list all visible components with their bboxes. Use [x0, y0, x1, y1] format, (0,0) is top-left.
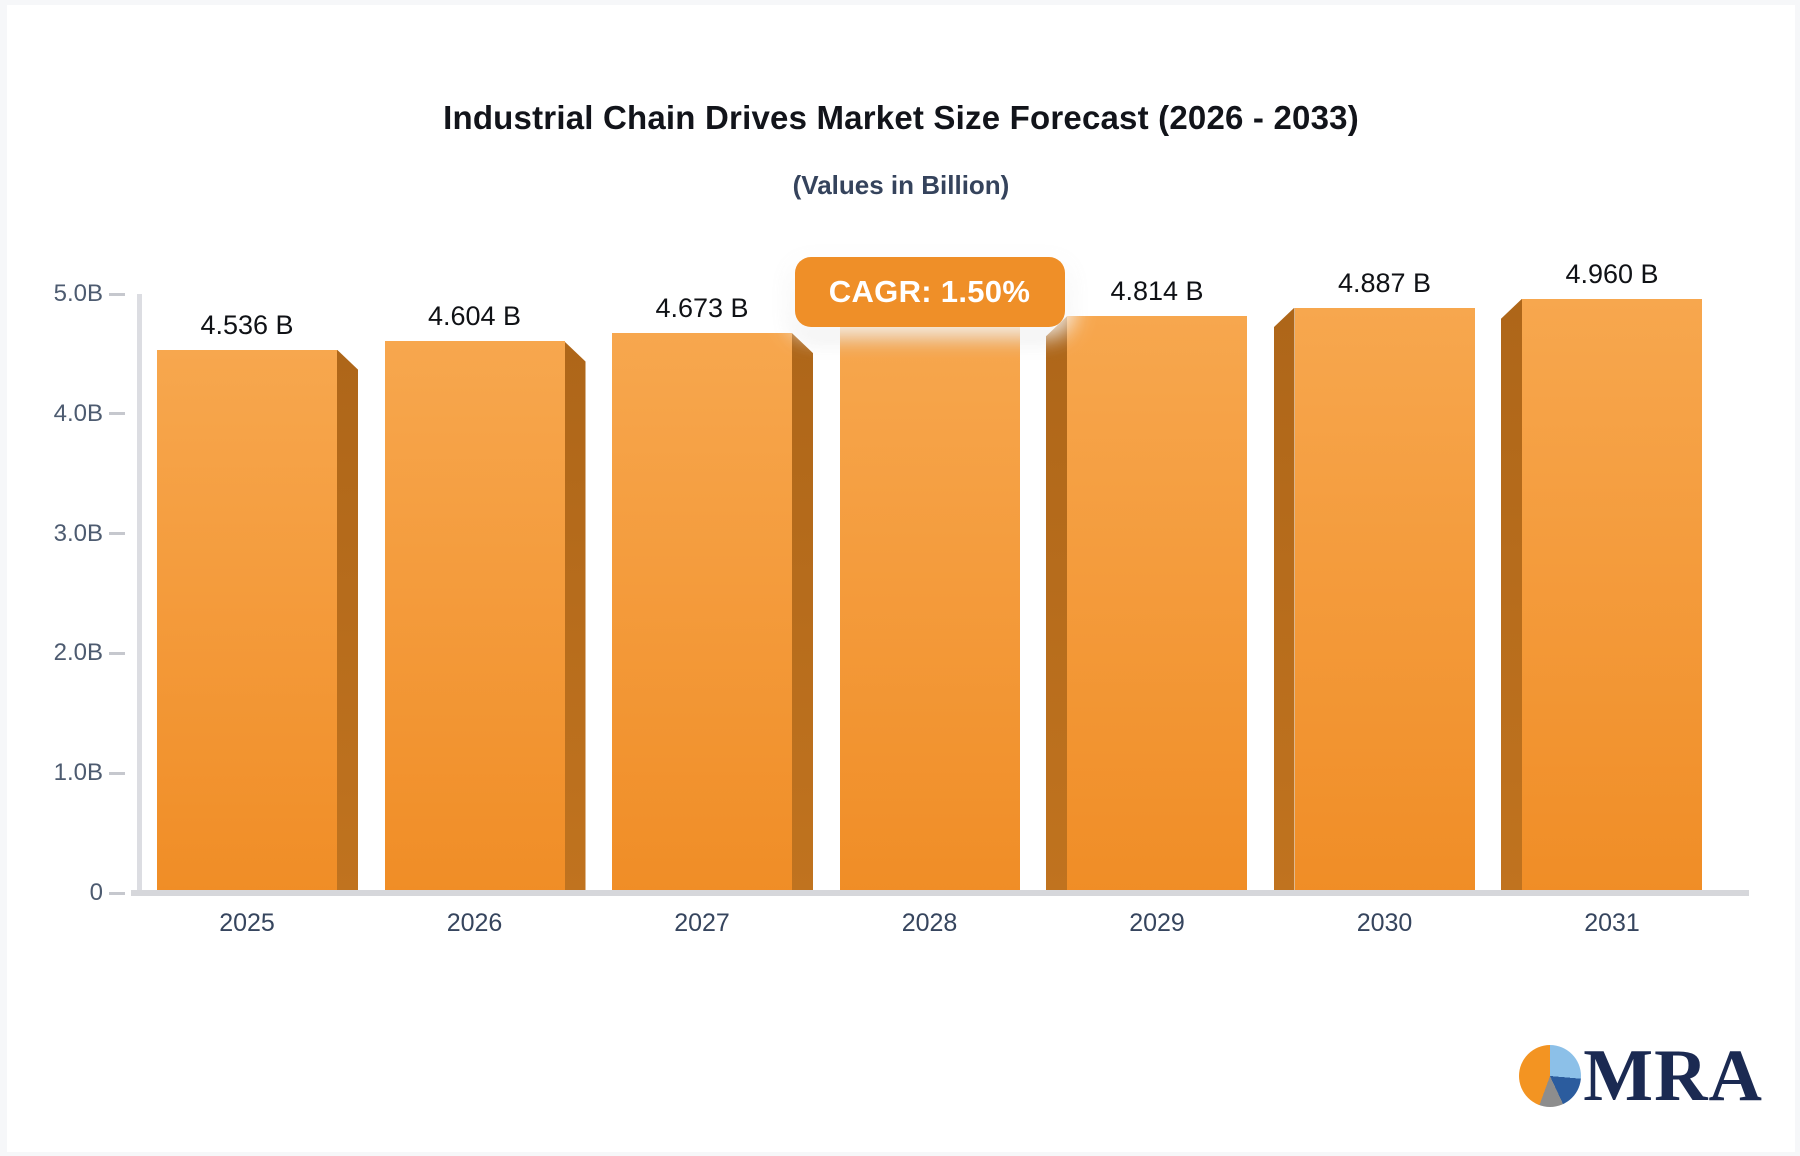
bar-value-label-2026: 4.604 B [427, 301, 522, 332]
chart-card: Industrial Chain Drives Market Size Fore… [7, 5, 1795, 1152]
bar-face-2029[interactable] [1067, 316, 1247, 895]
brand-logo-text: MRA [1583, 1035, 1763, 1117]
bar-value-label-2027: 4.673 B [655, 293, 749, 324]
y-axis-tick-label: 2.0B [53, 639, 103, 667]
bar-face-2025[interactable] [157, 349, 337, 895]
bar-side-2027 [792, 333, 813, 895]
bar-side-2029 [1046, 316, 1067, 895]
y-axis-tick [109, 651, 125, 655]
x-axis-label-2030: 2030 [1356, 909, 1413, 937]
y-axis-tick [109, 292, 125, 296]
y-axis-tick-label: 0 [89, 879, 103, 906]
bar-value-label-2025: 4.536 B [200, 309, 294, 340]
bar-side-2030 [1273, 307, 1295, 895]
bar-value-label-2030: 4.887 B [1337, 267, 1432, 298]
brand-logo[interactable]: MRA [1519, 1035, 1763, 1117]
bar-chart-plot: CAGR: 1.50% 0 1.0B 2.0B 3.0B 4.0B 5.0B 4.536 B… [7, 5, 1795, 1152]
bar-side-2031 [1501, 298, 1522, 895]
x-axis-label-2026: 2026 [446, 909, 503, 937]
bar-face-2031[interactable] [1522, 298, 1702, 895]
y-axis-tick-label: 4.0B [53, 399, 103, 427]
y-axis-line [137, 294, 142, 896]
x-axis-baseline [131, 890, 1749, 896]
x-axis-label-2027: 2027 [674, 909, 730, 937]
bar-face-2030[interactable] [1294, 307, 1475, 895]
y-axis-tick [109, 891, 125, 895]
y-axis-tick [109, 412, 125, 416]
pie-chart-logo-icon [1519, 1045, 1582, 1107]
bar-value-label-2029: 4.814 B [1110, 276, 1204, 307]
cagr-badge: CAGR: 1.50% [794, 257, 1065, 327]
bar-face-2027[interactable] [612, 333, 792, 895]
y-axis-tick-label: 5.0B [53, 280, 103, 307]
chart-subtitle: (Values in Billion) [792, 170, 1010, 200]
x-axis-label-2029: 2029 [1129, 909, 1185, 937]
y-axis-tick-label: 1.0B [53, 759, 103, 787]
bar-face-2028[interactable] [839, 324, 1020, 895]
bar-face-2026[interactable] [384, 341, 565, 895]
y-axis-tick [109, 771, 125, 775]
x-axis-label-2028: 2028 [901, 909, 958, 937]
chart-title: Industrial Chain Drives Market Size Fore… [443, 99, 1359, 136]
y-axis-tick [109, 532, 125, 536]
y-axis-tick-label: 3.0B [53, 519, 103, 547]
bar-side-2026 [564, 341, 586, 895]
bar-value-label-2031: 4.960 B [1565, 258, 1659, 289]
cagr-badge-label: CAGR: 1.50% [828, 274, 1031, 309]
x-axis-label-2031: 2031 [1584, 909, 1640, 937]
bar-side-2025 [337, 349, 358, 895]
x-axis-label-2025: 2025 [219, 909, 275, 937]
